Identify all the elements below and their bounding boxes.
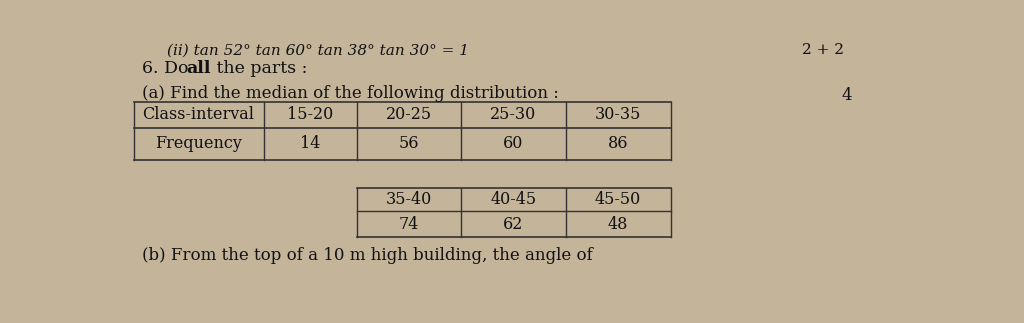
Text: 14: 14 (300, 135, 321, 152)
Text: 2 + 2: 2 + 2 (802, 43, 844, 57)
Text: Class-interval: Class-interval (142, 107, 255, 123)
Text: Frequency: Frequency (155, 135, 242, 152)
Text: the parts :: the parts : (211, 60, 307, 77)
Text: (a) Find the median of the following distribution :: (a) Find the median of the following dis… (142, 85, 559, 102)
Text: 45-50: 45-50 (595, 191, 641, 208)
Text: 15-20: 15-20 (287, 107, 333, 123)
Text: 60: 60 (503, 135, 523, 152)
Text: 30-35: 30-35 (595, 107, 641, 123)
Text: (b) From the top of a 10 m high building, the angle of: (b) From the top of a 10 m high building… (142, 247, 593, 264)
Text: 40-45: 40-45 (490, 191, 537, 208)
Text: 62: 62 (503, 216, 523, 233)
Text: 6. Do: 6. Do (142, 60, 194, 77)
Text: 86: 86 (607, 135, 628, 152)
Text: all: all (186, 60, 211, 77)
Text: 74: 74 (398, 216, 419, 233)
Text: 25-30: 25-30 (490, 107, 537, 123)
Text: (ii) tan 52° tan 60° tan 38° tan 30° = 1: (ii) tan 52° tan 60° tan 38° tan 30° = 1 (167, 43, 469, 57)
Text: 20-25: 20-25 (385, 107, 431, 123)
Text: 4: 4 (841, 87, 852, 104)
Text: 35-40: 35-40 (385, 191, 432, 208)
Text: 48: 48 (607, 216, 628, 233)
Text: 56: 56 (398, 135, 419, 152)
